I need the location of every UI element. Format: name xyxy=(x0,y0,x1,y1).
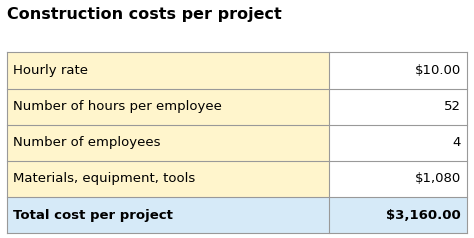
Text: 4: 4 xyxy=(453,136,461,149)
Text: 52: 52 xyxy=(444,100,461,113)
Bar xyxy=(7,125,329,161)
Text: Number of employees: Number of employees xyxy=(13,136,160,149)
Bar xyxy=(329,52,467,89)
Bar xyxy=(329,89,467,125)
Text: Construction costs per project: Construction costs per project xyxy=(7,7,282,22)
Text: Total cost per project: Total cost per project xyxy=(13,209,173,222)
Text: $3,160.00: $3,160.00 xyxy=(386,209,461,222)
Bar xyxy=(329,161,467,197)
Bar xyxy=(7,89,329,125)
Bar xyxy=(7,197,329,233)
Text: Number of hours per employee: Number of hours per employee xyxy=(13,100,222,113)
Text: $1,080: $1,080 xyxy=(415,173,461,185)
Bar xyxy=(329,125,467,161)
Bar xyxy=(329,197,467,233)
Bar xyxy=(7,52,329,89)
Text: Hourly rate: Hourly rate xyxy=(13,64,88,77)
Text: Materials, equipment, tools: Materials, equipment, tools xyxy=(13,173,195,185)
Bar xyxy=(7,161,329,197)
Text: $10.00: $10.00 xyxy=(415,64,461,77)
